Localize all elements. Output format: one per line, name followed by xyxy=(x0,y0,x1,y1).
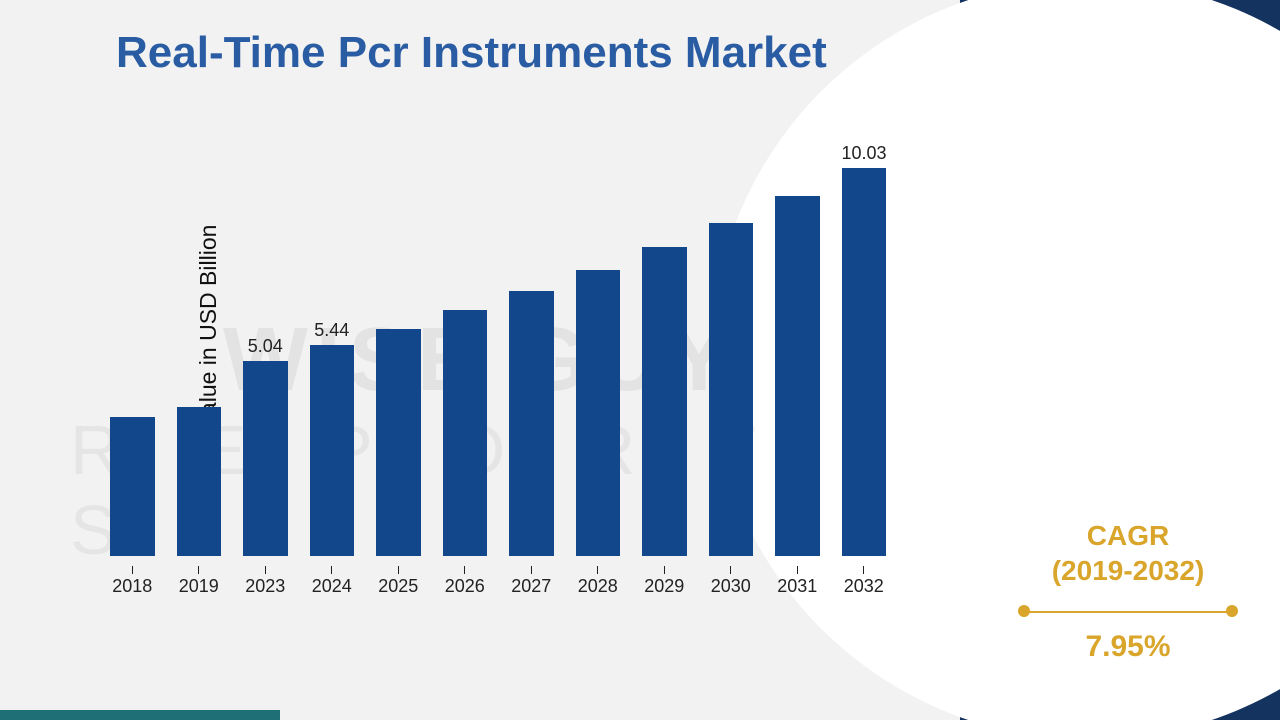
bars-container: 5.04 5.44 10.03 xyxy=(106,130,890,556)
cagr-label-line2: (2019-2032) xyxy=(1052,555,1205,586)
x-tick: 2019 xyxy=(177,556,222,600)
bar-wrap xyxy=(509,291,554,556)
bar xyxy=(576,270,621,556)
x-tick: 2018 xyxy=(110,556,155,600)
dot-icon xyxy=(1018,605,1030,617)
bar-wrap: 5.04 xyxy=(243,361,288,556)
brand-logo: WISE GUY R E P O R T S xyxy=(990,24,1250,103)
x-tick: 2029 xyxy=(642,556,687,600)
bar-wrap xyxy=(775,196,820,556)
x-tick: 2030 xyxy=(709,556,754,600)
bar xyxy=(310,345,355,556)
bar-wrap xyxy=(709,223,754,556)
plot-area: 5.04 5.44 10.03 xyxy=(106,130,890,556)
x-ticks: 2018 2019 2023 2024 2025 2026 2027 2028 2029 2030… xyxy=(106,556,890,600)
dot-icon xyxy=(1226,605,1238,617)
bar-wrap xyxy=(177,407,222,556)
bar xyxy=(509,291,554,556)
bar xyxy=(642,247,687,556)
x-tick: 2031 xyxy=(775,556,820,600)
bar xyxy=(842,168,887,556)
cagr-label: CAGR (2019-2032) xyxy=(1018,518,1238,588)
bar-value-label: 5.04 xyxy=(243,336,288,357)
stage: WISE GUY R E P O R T S Real-Time Pcr Ins… xyxy=(0,0,1280,720)
logo-line1: WISE GUY xyxy=(990,24,1178,54)
x-tick: 2032 xyxy=(842,556,887,600)
bar-wrap xyxy=(642,247,687,556)
cagr-value: 7.95% xyxy=(1018,630,1238,664)
x-tick: 2027 xyxy=(509,556,554,600)
bar-wrap xyxy=(443,310,488,556)
x-tick: 2023 xyxy=(243,556,288,600)
bar xyxy=(376,329,421,556)
bar-wrap xyxy=(376,329,421,556)
x-tick: 2025 xyxy=(376,556,421,600)
x-tick: 2028 xyxy=(576,556,621,600)
bar-wrap xyxy=(110,417,155,556)
bar-wrap: 5.44 xyxy=(310,345,355,556)
bar xyxy=(709,223,754,556)
bar xyxy=(443,310,488,556)
bar-value-label: 5.44 xyxy=(310,320,355,341)
bar-value-label: 10.03 xyxy=(842,143,887,164)
x-tick: 2024 xyxy=(310,556,355,600)
bar xyxy=(243,361,288,556)
x-tick: 2026 xyxy=(443,556,488,600)
head-icon xyxy=(1186,20,1250,84)
bar-chart: Market Value in USD Billion 5.045.4410.0… xyxy=(60,130,890,600)
bar xyxy=(110,417,155,556)
bar xyxy=(775,196,820,556)
cagr-box: CAGR (2019-2032) 7.95% xyxy=(1018,518,1238,664)
cagr-divider xyxy=(1024,606,1232,616)
bar-wrap xyxy=(576,270,621,556)
logo-line2: R E P O R T S xyxy=(990,56,1178,103)
chart-title: Real-Time Pcr Instruments Market xyxy=(116,28,827,78)
bar xyxy=(177,407,222,556)
bar-wrap: 10.03 xyxy=(842,168,887,556)
cagr-label-line1: CAGR xyxy=(1087,520,1169,551)
